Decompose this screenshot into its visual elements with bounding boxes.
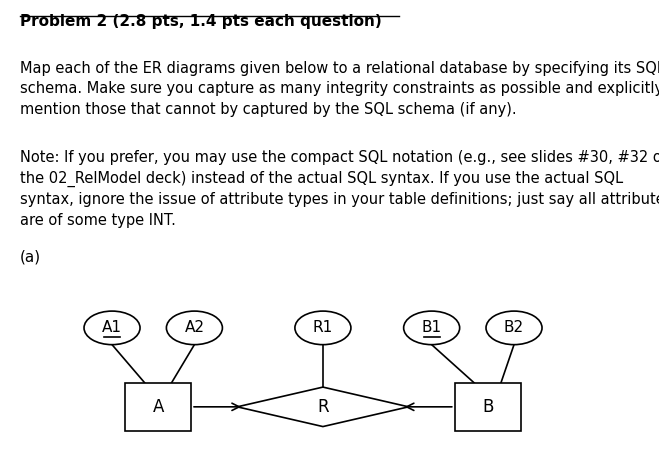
Text: B2: B2 bbox=[504, 321, 524, 336]
Text: R: R bbox=[317, 398, 329, 416]
Text: A2: A2 bbox=[185, 321, 204, 336]
Text: Note: If you prefer, you may use the compact SQL notation (e.g., see slides #30,: Note: If you prefer, you may use the com… bbox=[20, 150, 659, 228]
Text: A: A bbox=[152, 398, 164, 416]
Ellipse shape bbox=[295, 311, 351, 345]
Text: A1: A1 bbox=[102, 321, 122, 336]
Ellipse shape bbox=[166, 311, 223, 345]
Text: Map each of the ER diagrams given below to a relational database by specifying i: Map each of the ER diagrams given below … bbox=[20, 61, 659, 117]
Bar bbox=[455, 383, 521, 431]
Polygon shape bbox=[237, 387, 409, 427]
Point bbox=[395, 14, 403, 19]
Ellipse shape bbox=[403, 311, 460, 345]
Bar bbox=[125, 383, 191, 431]
Text: B: B bbox=[482, 398, 494, 416]
Text: Problem 2 (2.8 pts, 1.4 pts each question): Problem 2 (2.8 pts, 1.4 pts each questio… bbox=[20, 14, 382, 29]
Text: B1: B1 bbox=[422, 321, 442, 336]
Ellipse shape bbox=[84, 311, 140, 345]
Ellipse shape bbox=[486, 311, 542, 345]
Point bbox=[16, 14, 24, 19]
Text: (a): (a) bbox=[20, 249, 41, 264]
Text: R1: R1 bbox=[313, 321, 333, 336]
